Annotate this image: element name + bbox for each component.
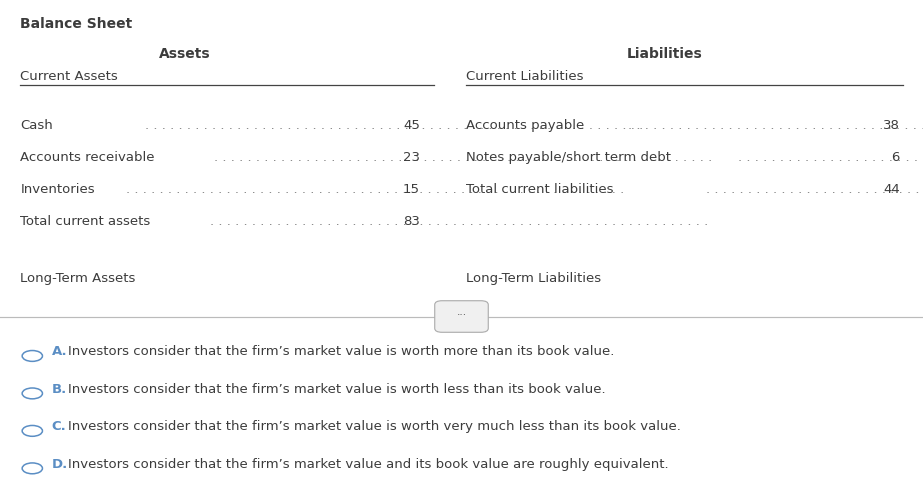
Text: Balance Sheet: Balance Sheet [20, 17, 133, 31]
Text: 44: 44 [883, 183, 900, 196]
Text: . . . . . . . . . . . . . . . . . . . . . . . . . . . . . . . . . . . . . . . . : . . . . . . . . . . . . . . . . . . . . … [214, 151, 716, 164]
Text: Investors consider that the firm’s market value is worth very much less than its: Investors consider that the firm’s marke… [68, 420, 681, 433]
Text: Long-Term Assets: Long-Term Assets [20, 272, 136, 285]
Text: . . . . . . . . . . . . . . . . . . . . . . . . . . . . . . . . . . . . . . . . : . . . . . . . . . . . . . . . . . . . . … [738, 151, 923, 164]
Text: Accounts payable: Accounts payable [466, 119, 584, 132]
Text: Total current liabilities: Total current liabilities [466, 183, 614, 196]
Text: B.: B. [52, 383, 67, 395]
Text: . . . . . . . . . . . . . . . . . . . . . . . . . . . . . . . . . . . . . . . . : . . . . . . . . . . . . . . . . . . . . … [706, 183, 923, 196]
Text: . . . . . . . . . . . . . . . . . . . . . . . . . . . . . . . . . . . . . . . . : . . . . . . . . . . . . . . . . . . . . … [126, 183, 629, 196]
Text: 6: 6 [892, 151, 900, 164]
Text: A.: A. [52, 345, 67, 358]
Text: 83: 83 [403, 215, 420, 228]
Text: Assets: Assets [159, 47, 210, 61]
Text: Inventories: Inventories [20, 183, 95, 196]
Text: . . . . . . . . . . . . . . . . . . . . . . . . . . . . . . . . . . . . . . . . : . . . . . . . . . . . . . . . . . . . . … [145, 119, 647, 132]
Text: C.: C. [52, 420, 66, 433]
Text: Liabilities: Liabilities [627, 47, 702, 61]
Text: Cash: Cash [20, 119, 53, 132]
Text: Long-Term Liabilities: Long-Term Liabilities [466, 272, 601, 285]
Text: Current Assets: Current Assets [20, 70, 118, 83]
Text: . . . . . . . . . . . . . . . . . . . . . . . . . . . . . . . . . . . . . . . . : . . . . . . . . . . . . . . . . . . . . … [628, 119, 923, 132]
Text: 15: 15 [403, 183, 420, 196]
Text: Investors consider that the firm’s market value and its book value are roughly e: Investors consider that the firm’s marke… [68, 458, 669, 470]
Text: Investors consider that the firm’s market value is worth less than its book valu: Investors consider that the firm’s marke… [68, 383, 605, 395]
Text: ···: ··· [457, 311, 466, 320]
Text: Investors consider that the firm’s market value is worth more than its book valu: Investors consider that the firm’s marke… [68, 345, 615, 358]
Text: 45: 45 [403, 119, 420, 132]
Text: 23: 23 [403, 151, 420, 164]
Text: Current Liabilities: Current Liabilities [466, 70, 583, 83]
Text: Notes payable/short term debt: Notes payable/short term debt [466, 151, 671, 164]
Text: 38: 38 [883, 119, 900, 132]
Text: Accounts receivable: Accounts receivable [20, 151, 155, 164]
Text: Total current assets: Total current assets [20, 215, 150, 228]
Text: . . . . . . . . . . . . . . . . . . . . . . . . . . . . . . . . . . . . . . . . : . . . . . . . . . . . . . . . . . . . . … [210, 215, 712, 228]
FancyBboxPatch shape [435, 301, 488, 332]
Text: D.: D. [52, 458, 68, 470]
